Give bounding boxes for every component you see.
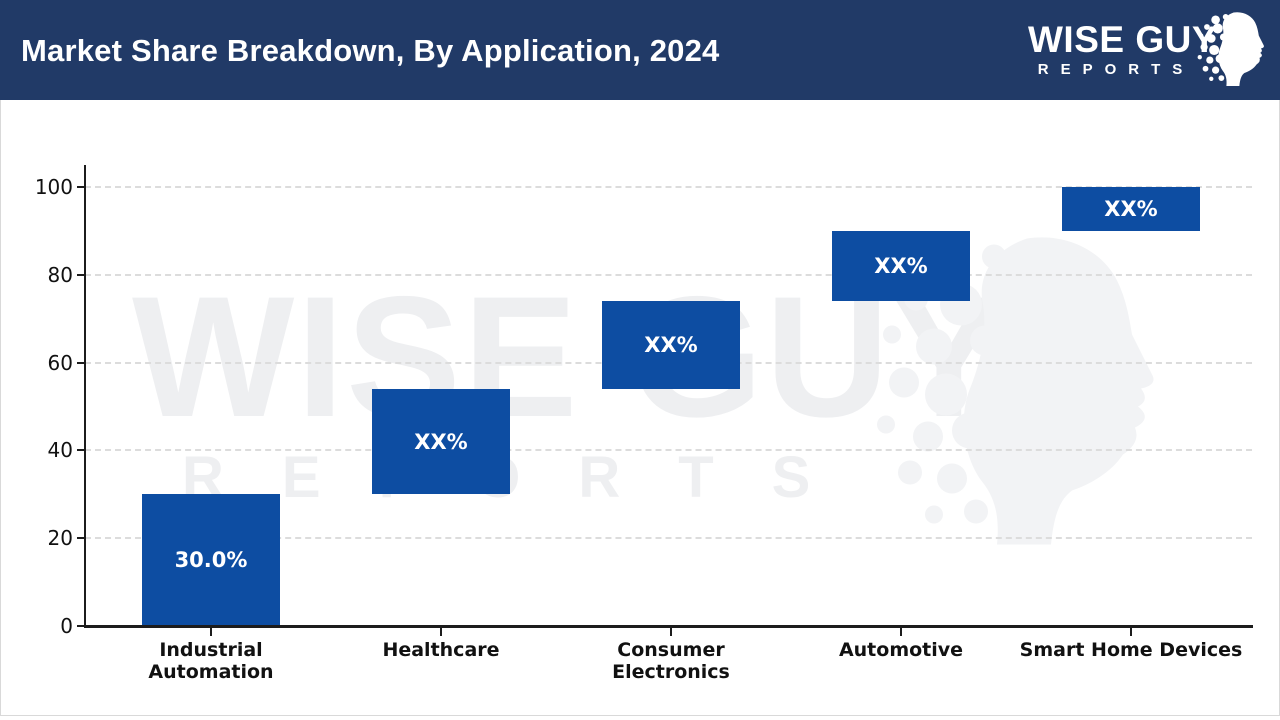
bar-value-label: XX% [1104, 196, 1158, 221]
x-tick-consumer-electronics [670, 627, 672, 636]
gridline-20 [85, 537, 1252, 540]
gridline-40 [85, 449, 1252, 452]
y-tick-60 [77, 361, 85, 364]
y-tick-100 [77, 186, 85, 188]
bar-smart-home-devices: XX% [1062, 187, 1200, 231]
x-tick-smart-home-devices [1130, 627, 1132, 636]
y-tick-label-80: 80 [47, 262, 73, 287]
wiseguy-logo-line1: WISE GUY [1028, 19, 1218, 60]
chart-canvas: WISE GUY REPORTS 0 20 40 60 80 100 30.0% XX% XX%… [0, 100, 1280, 720]
chart-title: Market Share Breakdown, By Application, … [21, 33, 720, 68]
waterfall-chart: 0 20 40 60 80 100 30.0% XX% XX% XX% XX% Industrial … [0, 100, 1280, 720]
x-category-label-healthcare: Healthcare [382, 639, 500, 661]
x-category-label-smart-home-devices: Smart Home Devices [1019, 639, 1243, 661]
bar-industrial-automation: 30.0% [142, 494, 280, 626]
gridline-80 [85, 273, 1252, 276]
y-tick-label-40: 40 [47, 438, 73, 463]
x-tick-automotive [900, 627, 902, 636]
wiseguy-face-icon [1194, 8, 1266, 92]
wiseguy-logo-line2: REPORTS [1037, 61, 1195, 78]
x-category-label-automotive: Automotive [838, 639, 964, 661]
y-tick-label-60: 60 [47, 350, 73, 375]
x-tick-healthcare [440, 627, 442, 636]
y-axis-line [84, 165, 86, 628]
bar-healthcare: XX% [372, 388, 510, 495]
y-tick-label-0: 0 [60, 614, 73, 638]
bar-value-label: XX% [644, 333, 698, 358]
x-category-label-industrial-automation: Industrial Automation [148, 639, 274, 683]
report-header: Market Share Breakdown, By Application, … [0, 0, 1280, 100]
y-tick-40 [77, 449, 85, 452]
y-tick-0 [77, 625, 85, 627]
bar-consumer-electronics: XX% [602, 301, 740, 389]
y-tick-label-100: 100 [34, 175, 73, 199]
bar-value-label: 30.0% [174, 548, 248, 573]
y-tick-label-20: 20 [47, 526, 73, 551]
gridline-100 [85, 186, 1252, 188]
bar-value-label: XX% [414, 429, 468, 454]
y-tick-20 [77, 537, 85, 540]
y-tick-80 [77, 273, 85, 276]
bar-automotive: XX% [832, 230, 970, 302]
wiseguy-logo: WISE GUY REPORTS [1028, 6, 1268, 94]
wiseguy-logo-text: WISE GUY REPORTS [1028, 19, 1218, 79]
bar-value-label: XX% [874, 254, 928, 278]
x-axis-line [84, 625, 1253, 628]
x-category-label-consumer-electronics: Consumer Electronics [612, 639, 730, 683]
x-tick-industrial-automation [210, 627, 212, 636]
